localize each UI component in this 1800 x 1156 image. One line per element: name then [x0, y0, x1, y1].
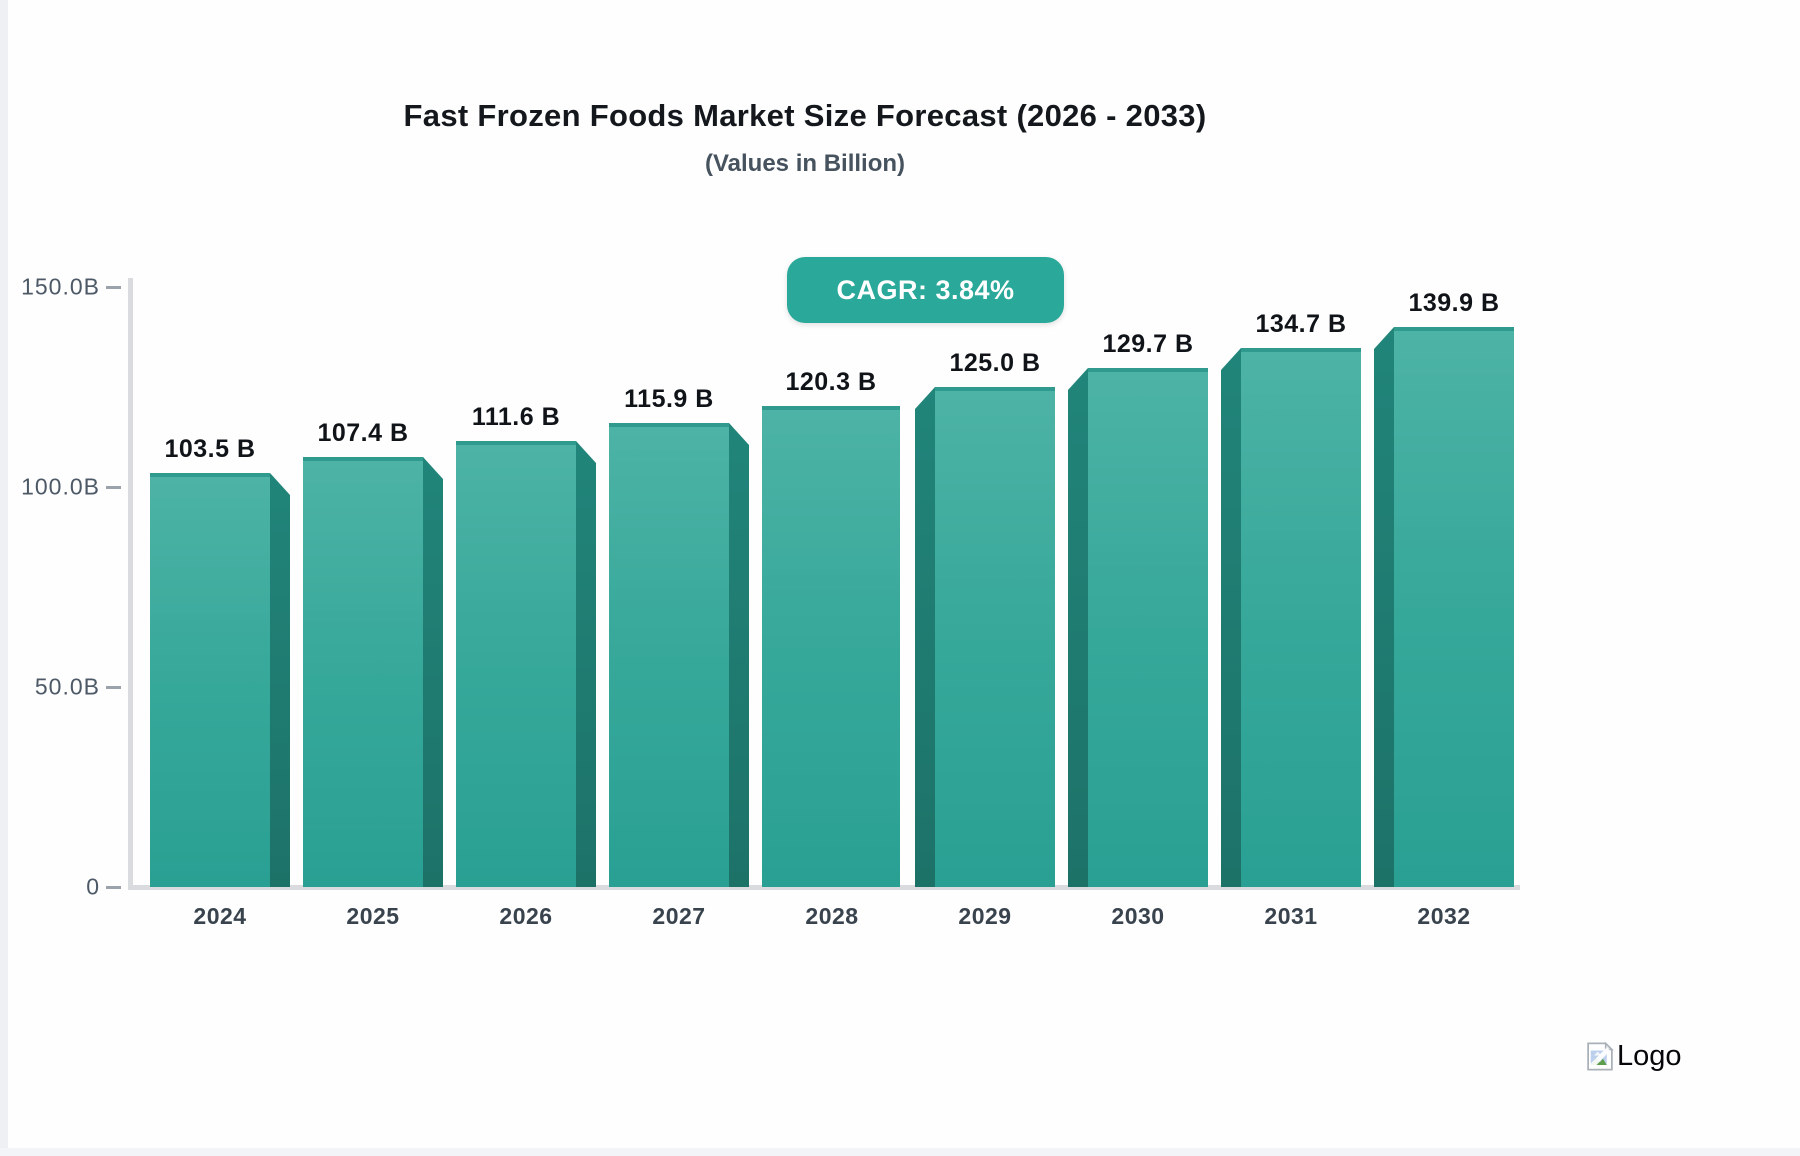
bar-value-label: 125.0 B: [949, 349, 1041, 377]
y-tick-mark: [106, 886, 121, 889]
x-tick-2024: 2024: [193, 903, 247, 929]
bar-value-label: 107.4 B: [317, 419, 409, 447]
x-tick-2028: 2028: [805, 903, 859, 929]
y-tick-label: 100.0B: [21, 473, 100, 500]
bar-side-2024: [270, 473, 290, 887]
x-tick-2027: 2027: [652, 903, 706, 929]
bar-side-2031: [1221, 348, 1241, 887]
bar-side-2030: [1068, 368, 1088, 887]
bar-side-2025: [423, 457, 443, 887]
x-tick-2026: 2026: [499, 903, 553, 929]
bar-value-label: 139.9 B: [1408, 289, 1500, 317]
bar-side-2026: [576, 441, 596, 887]
bar-value-label: 103.5 B: [164, 435, 256, 463]
y-tick-label: 150.0B: [21, 273, 100, 300]
bottom-edge: [0, 1148, 1800, 1156]
x-tick-2032: 2032: [1417, 903, 1471, 929]
bar-value-label: 111.6 B: [471, 403, 561, 431]
bar-side-2032: [1374, 327, 1394, 887]
bar-value-label: 134.7 B: [1255, 310, 1347, 338]
cagr-badge: CAGR: 3.84%: [787, 257, 1064, 323]
broken-image-icon: [1587, 1041, 1614, 1071]
chart-subtitle: (Values in Billion): [704, 150, 906, 177]
x-tick-2029: 2029: [958, 903, 1012, 929]
y-tick-mark: [106, 286, 121, 289]
bar-2028: [762, 406, 900, 887]
bar-value-label: 120.3 B: [785, 368, 877, 396]
bar-2031: [1241, 348, 1361, 887]
bar-side-2029: [915, 387, 935, 887]
bar-2025: [303, 457, 423, 887]
bar-2024: [150, 473, 270, 887]
bar-2032: [1394, 327, 1514, 887]
y-tick-label: 0: [86, 873, 100, 900]
bar-2027: [609, 423, 729, 887]
cagr-badge-label: CAGR: 3.84%: [836, 274, 1015, 305]
x-tick-2030: 2030: [1111, 903, 1165, 929]
bar-2029: [935, 387, 1055, 887]
y-tick-mark: [106, 686, 121, 689]
bar-2030: [1088, 368, 1208, 887]
y-tick-label: 50.0B: [34, 673, 100, 700]
y-axis-line: [128, 278, 133, 888]
page-left-edge: [0, 0, 8, 1156]
x-tick-2025: 2025: [346, 903, 400, 929]
bar-value-label: 115.9 B: [624, 385, 714, 413]
bar-side-2027: [729, 423, 749, 887]
bar-2026: [456, 441, 576, 887]
y-tick-mark: [106, 486, 121, 489]
logo: Logo: [1585, 1040, 1682, 1073]
chart-title: Fast Frozen Foods Market Size Forecast (…: [403, 98, 1207, 133]
x-tick-2031: 2031: [1264, 903, 1318, 929]
logo-alt-text: Logo: [1617, 1040, 1682, 1072]
bar-value-label: 129.7 B: [1102, 330, 1194, 358]
x-axis-line: [128, 885, 1520, 890]
